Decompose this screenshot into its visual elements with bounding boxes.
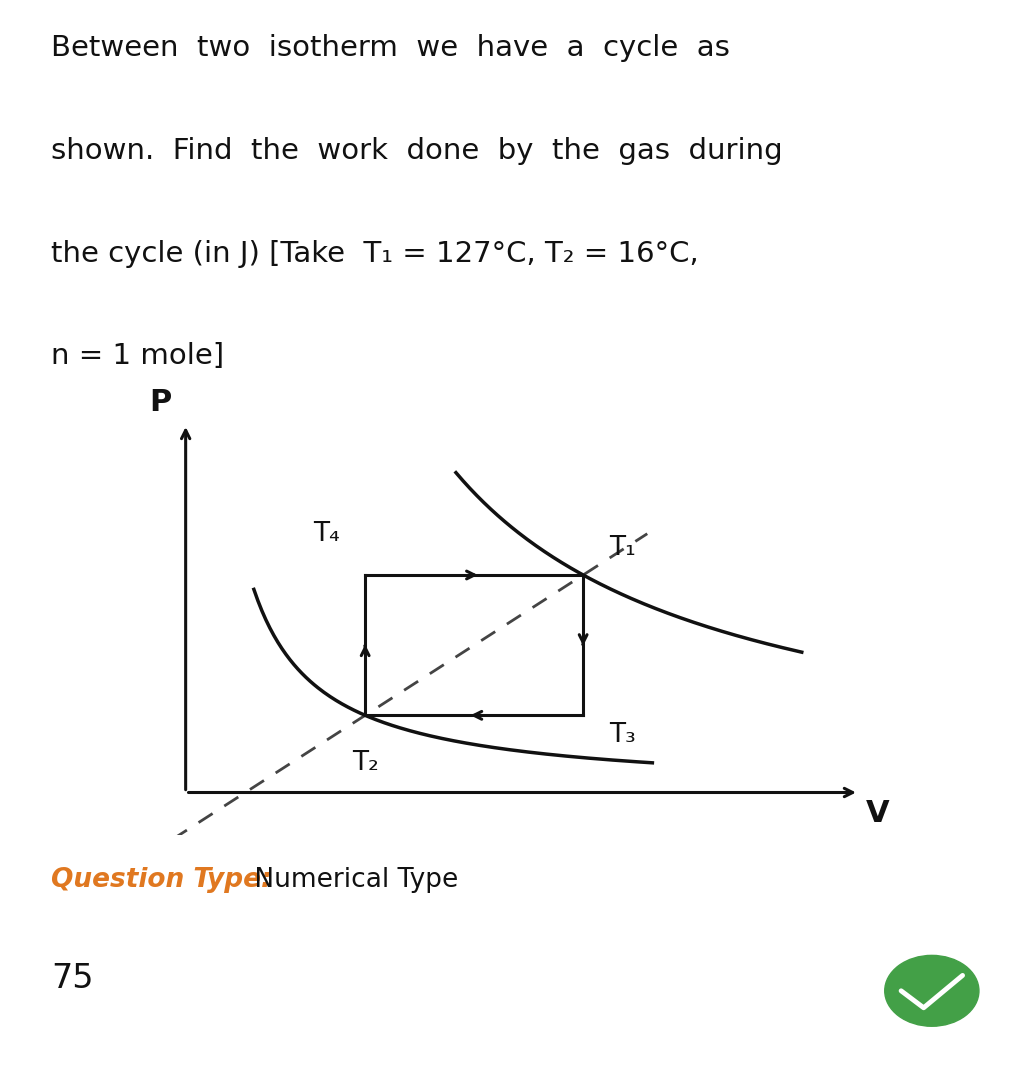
- Text: T₂: T₂: [352, 750, 379, 777]
- Text: P: P: [148, 388, 171, 417]
- Text: V: V: [866, 799, 890, 828]
- Text: T₄: T₄: [312, 521, 340, 547]
- Text: shown.  Find  the  work  done  by  the  gas  during: shown. Find the work done by the gas dur…: [51, 137, 782, 165]
- Text: Numerical Type: Numerical Type: [246, 867, 458, 892]
- Text: Question Type:: Question Type:: [51, 867, 271, 892]
- Text: the cycle (in J) [Take  T₁ = 127°C, T₂ = 16°C,: the cycle (in J) [Take T₁ = 127°C, T₂ = …: [51, 240, 699, 268]
- Text: T₁: T₁: [609, 535, 636, 561]
- Text: T₃: T₃: [609, 722, 636, 748]
- Circle shape: [885, 956, 979, 1026]
- Text: Between  two  isotherm  we  have  a  cycle  as: Between two isotherm we have a cycle as: [51, 34, 730, 62]
- Text: 75: 75: [51, 962, 94, 995]
- Text: n = 1 mole]: n = 1 mole]: [51, 342, 224, 370]
